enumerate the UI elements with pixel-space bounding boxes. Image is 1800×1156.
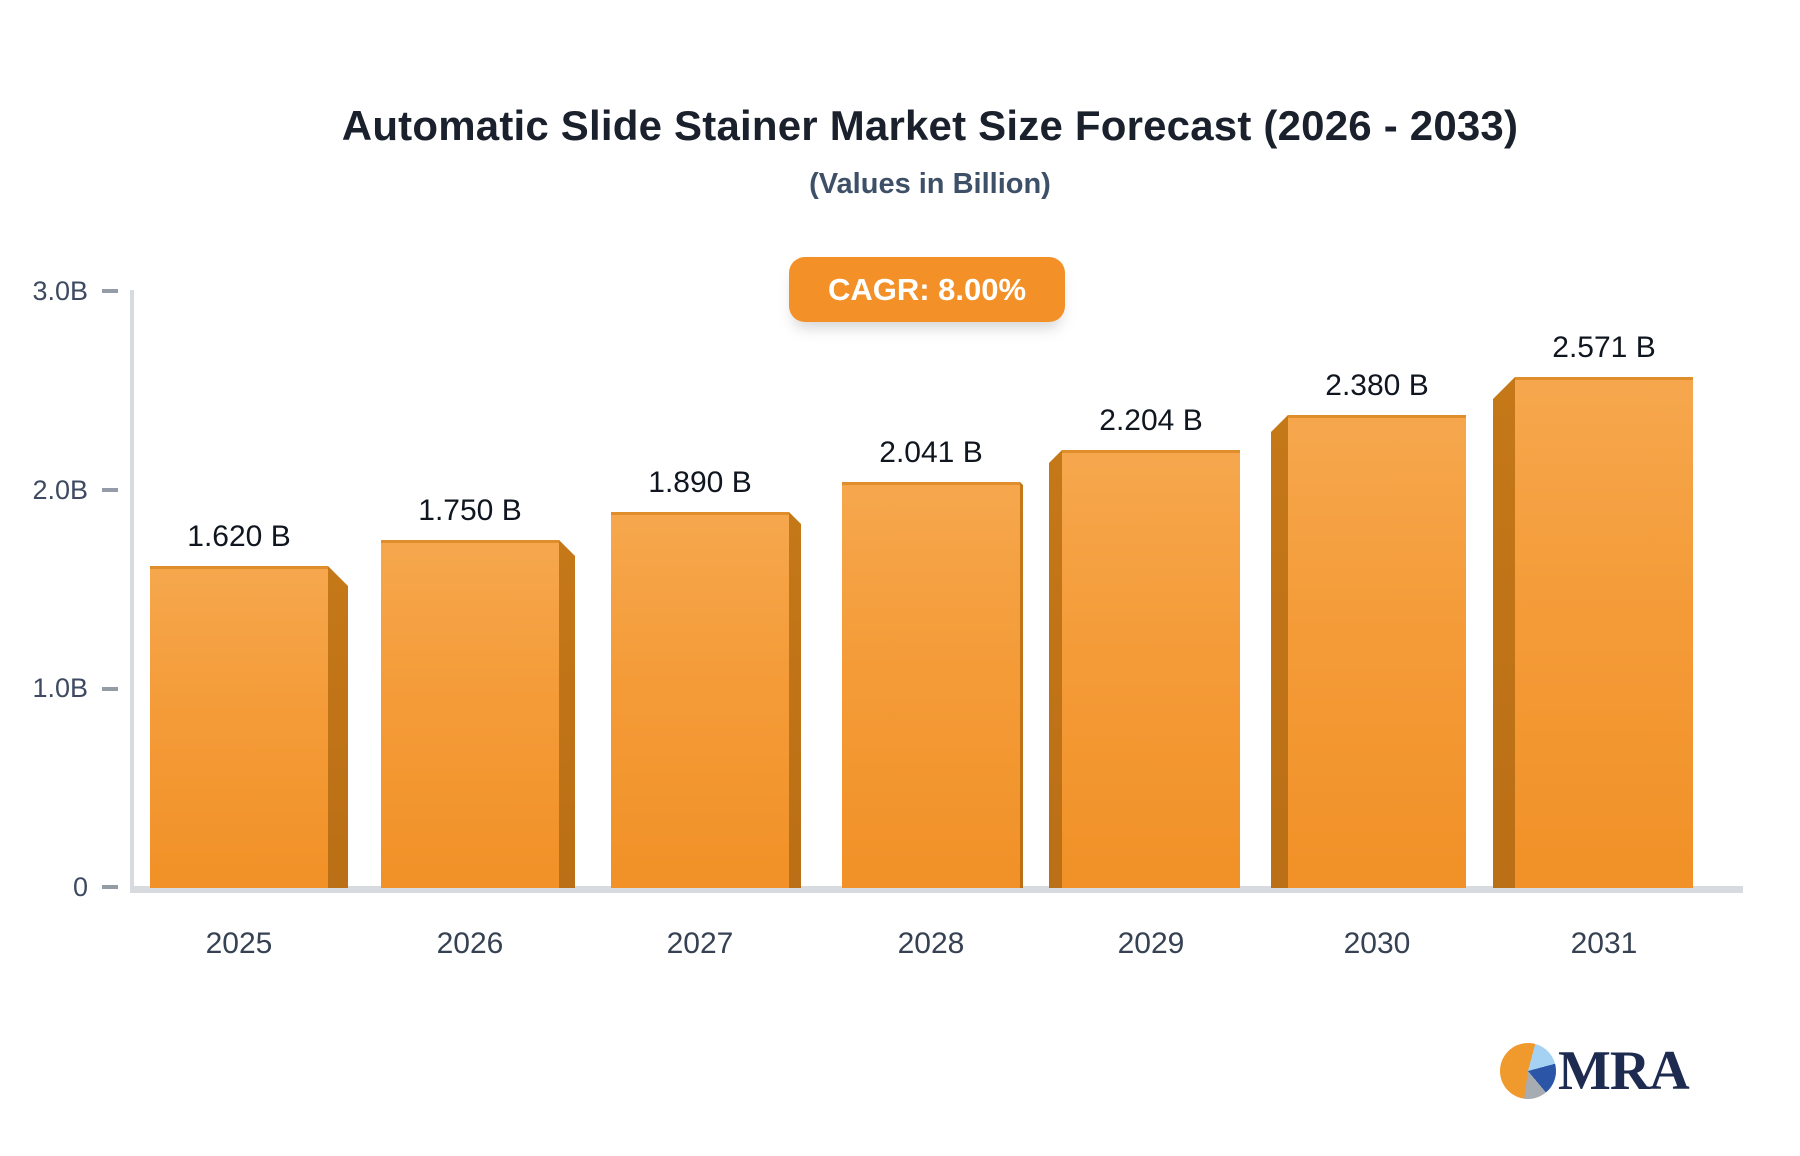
y-tick-label-2b: 2.0B	[32, 475, 88, 505]
bar-3d-side	[328, 566, 348, 888]
bar-3d-side	[1049, 450, 1062, 888]
bar-3d-side	[1271, 415, 1288, 888]
bar-3d-side	[1493, 377, 1515, 888]
x-axis-label: 2031	[1570, 927, 1638, 960]
x-axis-label: 2030	[1343, 927, 1411, 960]
bar-2028	[842, 482, 1020, 888]
mra-logo-text: MRA	[1558, 1040, 1690, 1102]
chart-title: Automatic Slide Stainer Market Size Fore…	[341, 102, 1519, 149]
bar-2031	[1515, 377, 1693, 888]
pie-chart-icon	[1500, 1043, 1556, 1099]
bar-value-label: 2.380 B	[1325, 369, 1429, 402]
y-tick-label-0: 0	[72, 872, 88, 902]
bar-value-label: 2.571 B	[1552, 331, 1656, 364]
bar-value-label: 1.750 B	[418, 494, 522, 527]
bar-2030	[1288, 415, 1466, 888]
bar-value-label: 2.041 B	[879, 436, 983, 469]
cagr-badge-label: CAGR: 8.00%	[827, 271, 1027, 307]
mra-logo: MRA	[1500, 1036, 1700, 1106]
y-tick-label-1b: 1.0B	[32, 673, 88, 703]
cagr-badge: CAGR: 8.00%	[789, 257, 1065, 322]
x-axis-label: 2025	[205, 927, 273, 960]
x-axis-label: 2026	[436, 927, 504, 960]
x-axis-label: 2029	[1117, 927, 1185, 960]
bar-3d-side	[559, 540, 575, 888]
y-tick-label-3b: 3.0B	[32, 276, 88, 306]
y-tick-mark	[102, 885, 118, 889]
y-tick-mark	[102, 488, 118, 492]
bar-value-label: 1.890 B	[648, 466, 752, 499]
bar-2026	[381, 540, 559, 888]
y-axis-line	[130, 290, 134, 893]
bar-3d-side	[789, 512, 801, 888]
bar-2029	[1062, 450, 1240, 888]
bar-value-label: 1.620 B	[187, 520, 291, 553]
x-axis-label: 2028	[897, 927, 965, 960]
y-tick-mark	[102, 289, 118, 293]
y-tick-mark	[102, 687, 118, 691]
bar-value-label: 2.204 B	[1099, 404, 1203, 437]
x-axis-label: 2027	[666, 927, 734, 960]
bar-2025	[150, 566, 328, 888]
bar-2027	[611, 512, 789, 888]
bar-3d-side	[1020, 482, 1023, 888]
x-axis-baseline	[130, 886, 1743, 893]
chart-subtitle: (Values in Billion)	[809, 168, 1051, 200]
